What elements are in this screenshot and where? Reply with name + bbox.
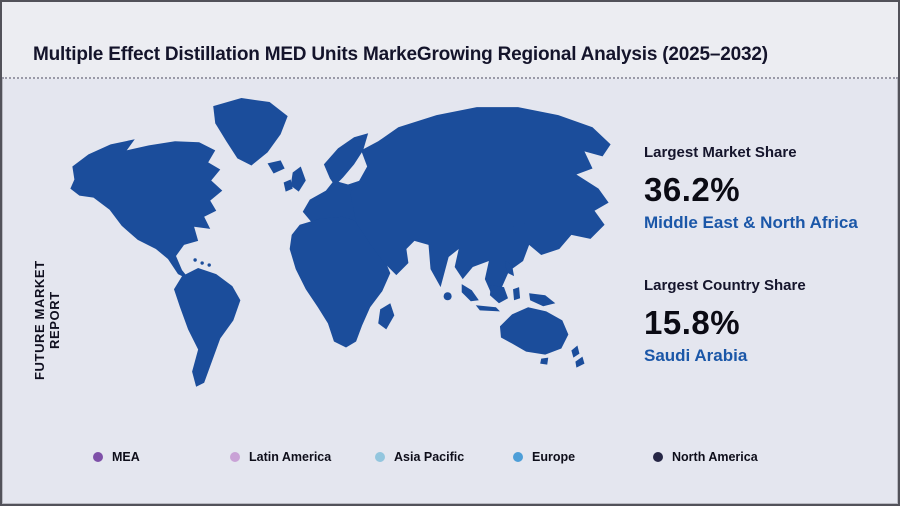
page-title: Multiple Effect Distillation MED Units M… [33, 44, 768, 65]
island-japan [512, 200, 532, 233]
legend-dot-europe [513, 452, 523, 462]
legend-item-mea: MEA [93, 450, 140, 464]
stat-label: Largest Country Share [644, 277, 806, 294]
legend-dot-latin-america [230, 452, 240, 462]
legend-item-north-america: North America [653, 450, 758, 464]
legend-label: MEA [112, 450, 140, 464]
islands-philippines [504, 261, 515, 277]
island-iceland [267, 160, 285, 174]
continent-asia [350, 107, 611, 298]
islands-caribbean [193, 258, 197, 262]
stat-largest-market-share: Largest Market Share 36.2% Middle East &… [644, 144, 894, 233]
brand-watermark: FUTURE MARKET REPORT [32, 260, 62, 380]
stat-region: Middle East & North Africa [644, 213, 858, 232]
stat-region: Saudi Arabia [644, 346, 748, 365]
legend-dot-north-america [653, 452, 663, 462]
header-band: Multiple Effect Distillation MED Units M… [2, 2, 898, 79]
legend-label: Europe [532, 450, 576, 464]
island-sri-lanka [443, 292, 452, 301]
region-scandinavia [323, 133, 369, 186]
island-java [475, 305, 500, 312]
legend-item-europe: Europe [513, 450, 575, 464]
island-borneo [489, 285, 508, 304]
island-sumatra [461, 284, 479, 302]
legend-dot-mea [93, 452, 103, 462]
stat-label: Largest Market Share [644, 144, 797, 161]
island-great-britain [290, 166, 306, 192]
island-new-zealand-north [571, 345, 580, 358]
legend-item-latin-america: Latin America [230, 450, 331, 464]
continent-australia [499, 307, 569, 355]
legend-label: Latin America [249, 450, 332, 464]
stats-panel: Largest Market Share 36.2% Middle East &… [644, 144, 894, 410]
stat-value: 15.8% [644, 304, 741, 341]
continent-north-america [70, 139, 223, 281]
legend-item-asia-pacific: Asia Pacific [375, 450, 464, 464]
island-madagascar [378, 303, 395, 330]
continent-south-america [173, 268, 241, 387]
island-new-guinea [529, 293, 556, 307]
island-sulawesi [513, 287, 521, 301]
legend-label: North America [672, 450, 758, 464]
continents [70, 98, 611, 387]
world-map-svg [70, 98, 611, 387]
island-tasmania [540, 357, 549, 365]
stat-value: 36.2% [644, 171, 741, 208]
island-ireland [283, 179, 293, 192]
legend-dot-asia-pacific [375, 452, 385, 462]
legend-label: Asia Pacific [394, 450, 465, 464]
islands-caribbean [207, 263, 211, 267]
island-new-zealand-south [575, 356, 585, 368]
world-map [60, 92, 624, 424]
island-greenland [213, 98, 288, 166]
stat-largest-country-share: Largest Country Share 15.8% Saudi Arabia [644, 277, 894, 366]
continent-africa [289, 216, 391, 348]
islands-caribbean [200, 261, 204, 265]
